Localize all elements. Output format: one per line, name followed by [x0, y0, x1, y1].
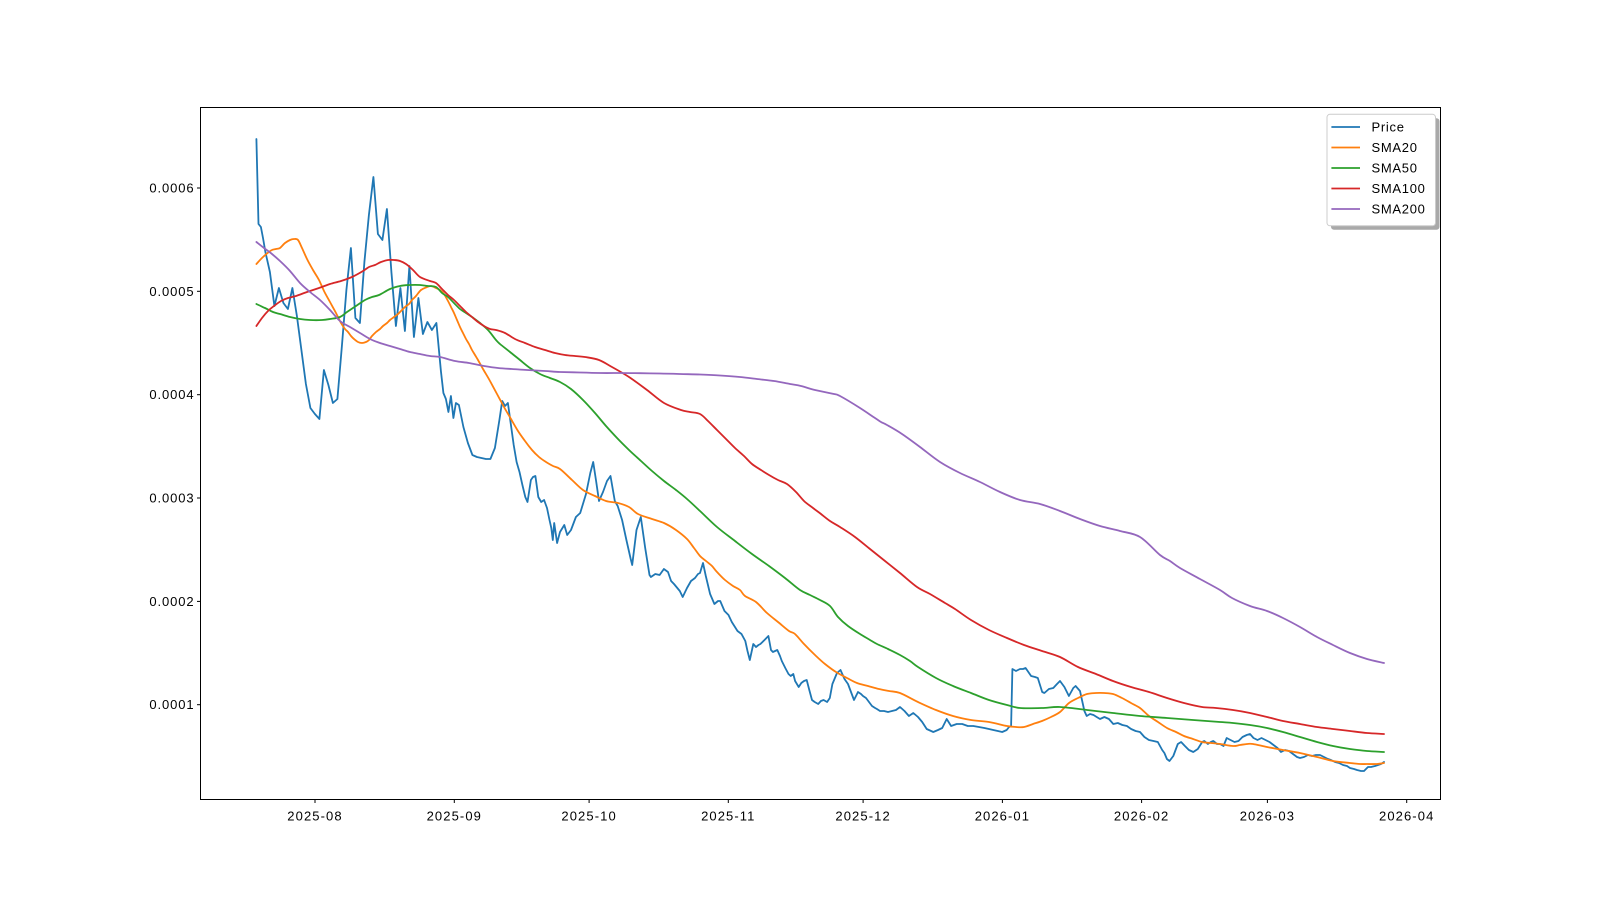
svg-text:0.0003: 0.0003 [149, 491, 194, 506]
svg-text:2026-02: 2026-02 [1114, 809, 1169, 824]
svg-text:0.0002: 0.0002 [149, 594, 194, 609]
svg-text:SMA50: SMA50 [1372, 161, 1418, 176]
svg-text:SMA20: SMA20 [1372, 140, 1418, 155]
svg-text:2026-04: 2026-04 [1379, 809, 1434, 824]
svg-text:SMA200: SMA200 [1372, 202, 1426, 217]
svg-text:2025-10: 2025-10 [561, 809, 616, 824]
svg-text:2025-09: 2025-09 [427, 809, 482, 824]
svg-text:SMA100: SMA100 [1372, 181, 1426, 196]
svg-text:2025-12: 2025-12 [835, 809, 890, 824]
svg-text:0.0006: 0.0006 [149, 181, 194, 196]
svg-text:2026-01: 2026-01 [975, 809, 1030, 824]
svg-text:2025-08: 2025-08 [287, 809, 342, 824]
svg-text:0.0004: 0.0004 [149, 387, 194, 402]
svg-text:2025-11: 2025-11 [701, 809, 755, 824]
svg-text:0.0005: 0.0005 [149, 284, 194, 299]
svg-text:2026-03: 2026-03 [1240, 809, 1295, 824]
svg-text:Price: Price [1372, 120, 1405, 135]
svg-text:0.0001: 0.0001 [149, 697, 194, 712]
